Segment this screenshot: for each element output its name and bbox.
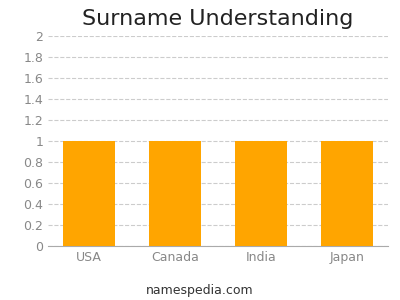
- Text: namespedia.com: namespedia.com: [146, 284, 254, 297]
- Bar: [235, 141, 287, 246]
- Title: Surname Understanding: Surname Understanding: [82, 9, 354, 29]
- Bar: [149, 141, 201, 246]
- Bar: [64, 141, 115, 246]
- Bar: [321, 141, 372, 246]
